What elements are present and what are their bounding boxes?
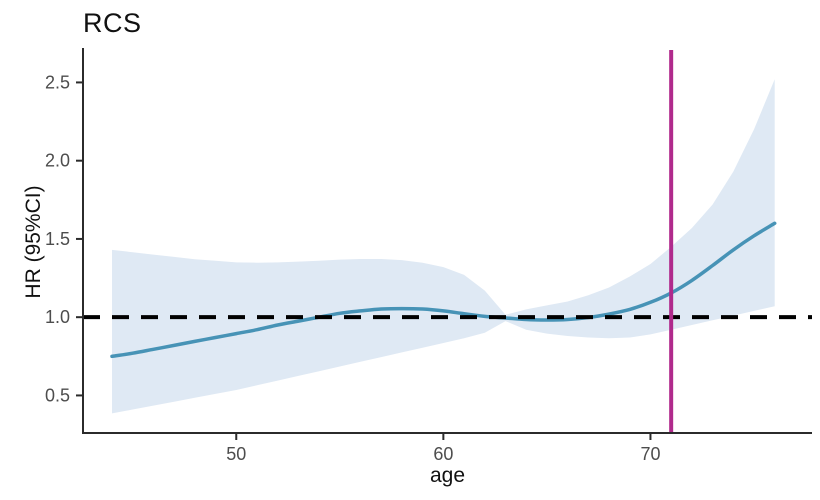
x-axis-tick-label: 50 <box>226 444 246 464</box>
y-axis-tick-label: 0.5 <box>45 385 70 405</box>
x-axis-tick-label: 70 <box>640 444 660 464</box>
y-axis-tick-label: 1.0 <box>45 307 70 327</box>
chart-title: RCS <box>83 8 142 38</box>
x-axis-title: age <box>429 464 466 487</box>
y-axis-tick-label: 2.0 <box>45 151 70 171</box>
x-axis-tick-label: 60 <box>433 444 453 464</box>
confidence-band <box>112 79 775 414</box>
hr-spline-curve <box>110 221 777 359</box>
y-axis-tick-label: 1.5 <box>45 229 70 249</box>
y-axis-tick-label: 2.5 <box>45 72 70 92</box>
